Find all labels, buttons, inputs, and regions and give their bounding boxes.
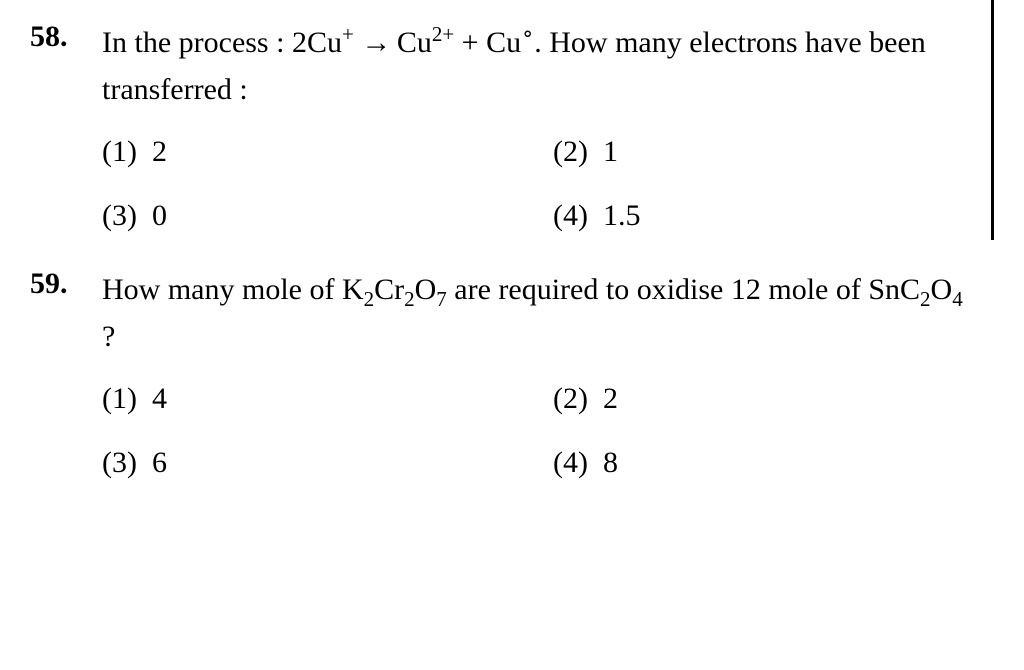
option-2: (2) 1 xyxy=(553,131,964,173)
option-4: (4) 1.5 xyxy=(553,195,964,237)
option-label: (2) xyxy=(553,135,588,168)
option-label: (3) xyxy=(102,199,137,232)
question-number: 59. xyxy=(30,267,102,301)
option-label: (4) xyxy=(553,199,588,232)
option-value: 2 xyxy=(152,135,167,168)
option-value: 1.5 xyxy=(603,199,641,232)
option-1: (1) 4 xyxy=(102,378,513,420)
option-3: (3) 0 xyxy=(102,195,513,237)
option-label: (2) xyxy=(553,382,588,415)
option-value: 2 xyxy=(603,382,618,415)
option-value: 4 xyxy=(152,382,167,415)
option-1: (1) 2 xyxy=(102,131,513,173)
question-58: 58. In the process : 2Cu+ → Cu2+ + Cu∘. … xyxy=(30,20,964,237)
option-label: (4) xyxy=(553,446,588,479)
options-grid: (1) 2 (2) 1 (3) 0 (4) 1.5 xyxy=(102,131,964,237)
question-text: In the process : 2Cu+ → Cu2+ + Cu∘. How … xyxy=(102,20,964,113)
option-value: 0 xyxy=(152,199,167,232)
option-3: (3) 6 xyxy=(102,442,513,484)
option-label: (1) xyxy=(102,135,137,168)
question-row: 58. In the process : 2Cu+ → Cu2+ + Cu∘. … xyxy=(30,20,964,113)
option-value: 1 xyxy=(603,135,618,168)
question-row: 59. How many mole of K2Cr2O7 are require… xyxy=(30,267,964,360)
option-label: (1) xyxy=(102,382,137,415)
question-number: 58. xyxy=(30,20,102,54)
right-border-line xyxy=(991,0,994,240)
options-grid: (1) 4 (2) 2 (3) 6 (4) 8 xyxy=(102,378,964,484)
option-label: (3) xyxy=(102,446,137,479)
option-2: (2) 2 xyxy=(553,378,964,420)
question-text: How many mole of K2Cr2O7 are required to… xyxy=(102,267,964,360)
question-59: 59. How many mole of K2Cr2O7 are require… xyxy=(30,267,964,484)
option-value: 6 xyxy=(152,446,167,479)
option-value: 8 xyxy=(603,446,618,479)
option-4: (4) 8 xyxy=(553,442,964,484)
